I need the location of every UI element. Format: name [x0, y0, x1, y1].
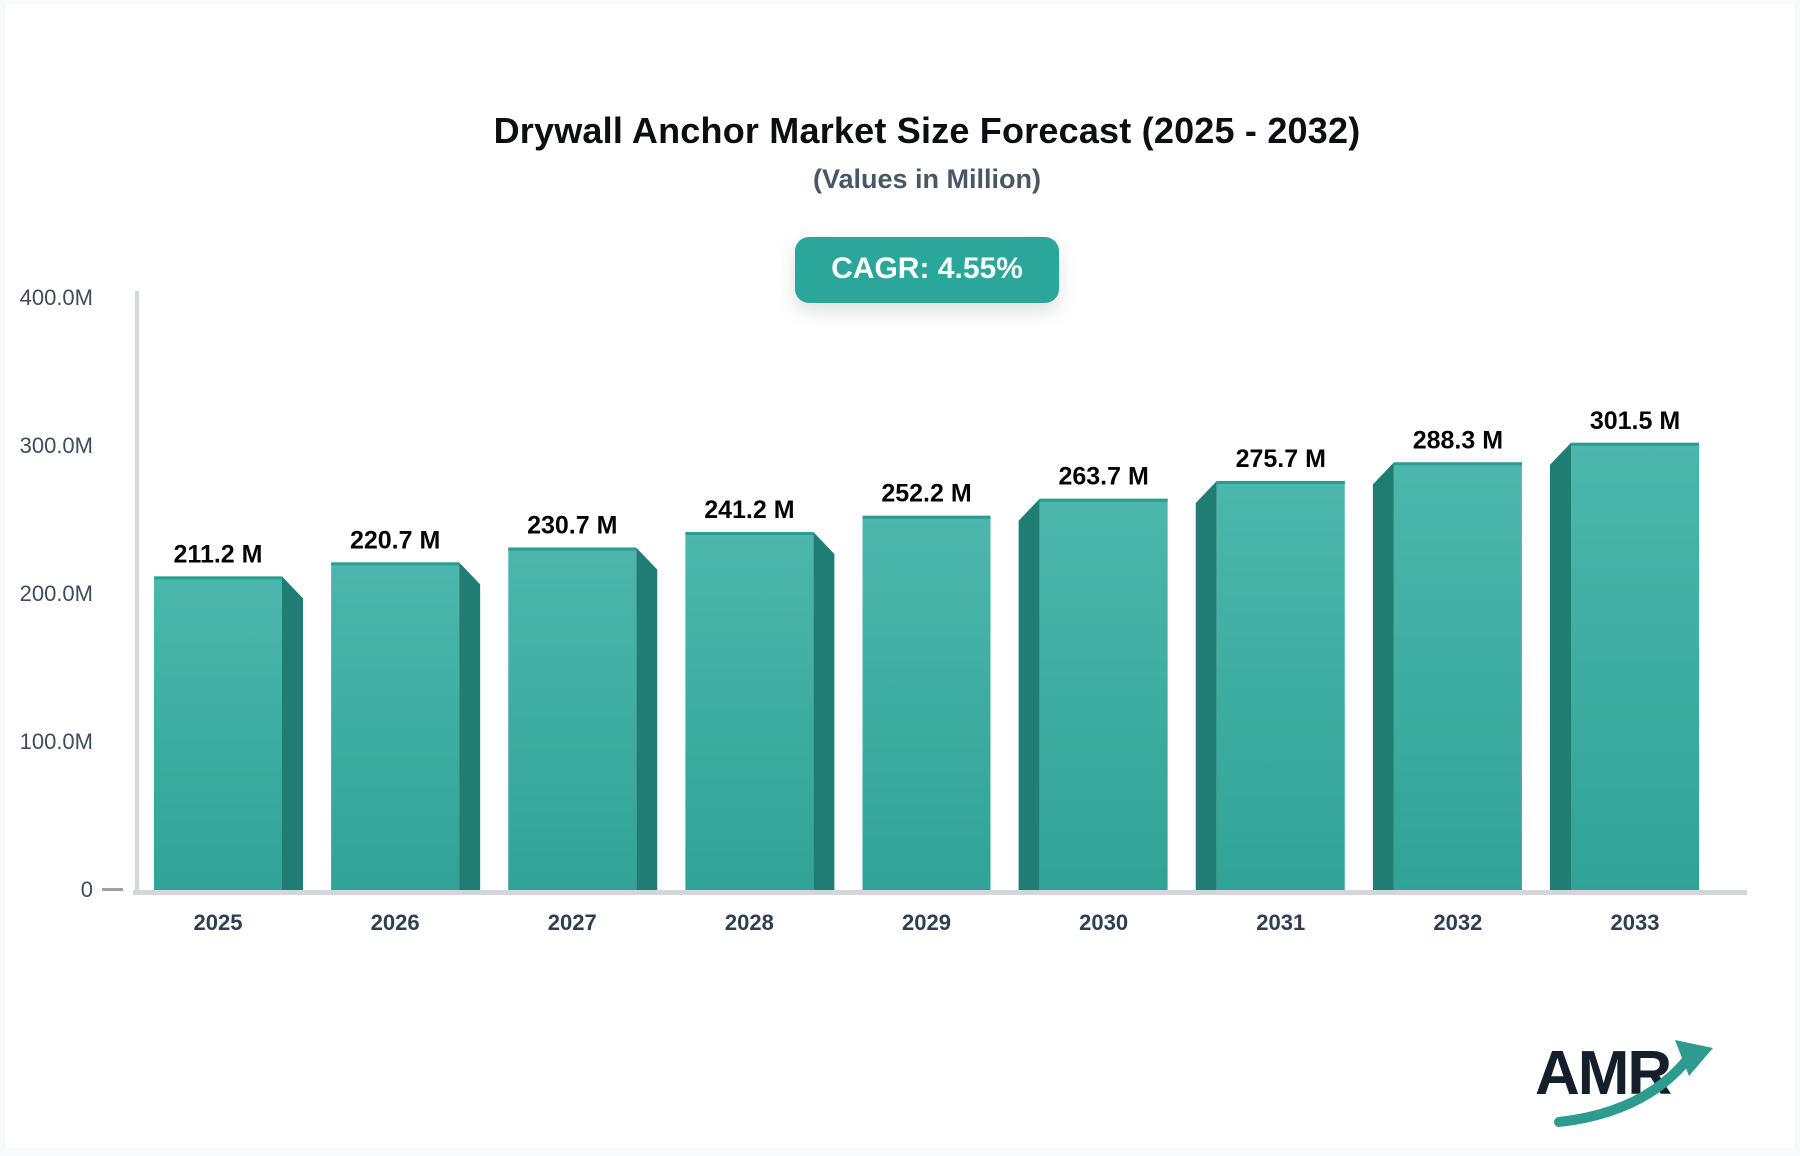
chart-title: Drywall Anchor Market Size Forecast (202…	[493, 110, 1361, 151]
amr-logo: AMR	[1529, 1030, 1749, 1140]
growth-arrow-icon	[1554, 1040, 1713, 1127]
x-axis-label-2030: 2030	[1079, 910, 1128, 935]
bar-value-label: 301.5 M	[1590, 407, 1680, 435]
bar-value-label: 220.7 M	[350, 526, 440, 554]
bar-value-label: 230.7 M	[527, 512, 617, 540]
chart-header: Drywall Anchor Market Size Forecast (202…	[59, 4, 1795, 303]
x-axis-label-2029: 2029	[902, 910, 951, 935]
bar-chart: 211.2 M 2025 220.7 M 2026 230.7 M 2027 241.2 M…	[20, 285, 1747, 935]
bar-value-label: 211.2 M	[174, 540, 263, 568]
bar-2030[interactable]	[1018, 498, 1168, 894]
x-axis-label-2032: 2032	[1433, 910, 1482, 935]
bar-2028[interactable]	[685, 532, 835, 894]
bar-2027[interactable]	[508, 547, 658, 894]
bar-2026[interactable]	[331, 562, 481, 894]
bar-value-label: 275.7 M	[1236, 445, 1326, 473]
bar-value-label: 241.2 M	[704, 496, 794, 524]
bar-2031[interactable]	[1195, 480, 1345, 894]
bar-2033[interactable]	[1550, 442, 1699, 894]
bar-2025[interactable]	[154, 576, 303, 894]
x-axis-label-2027: 2027	[548, 910, 597, 935]
y-axis-label-0: 0	[81, 877, 93, 902]
bar-value-label: 288.3 M	[1413, 426, 1503, 454]
bar-2029[interactable]	[862, 515, 991, 894]
x-axis-line	[133, 890, 1747, 895]
chart-card: Drywall Anchor Market Size Forecast (202…	[5, 4, 1795, 1148]
zero-tick-dash	[102, 888, 123, 891]
x-axis-label-2026: 2026	[371, 910, 420, 935]
x-axis-label-2025: 2025	[194, 910, 243, 935]
y-axis-label-100.0M: 100.0M	[20, 729, 93, 754]
bar-value-label: 263.7 M	[1058, 463, 1148, 491]
x-axis-label-2028: 2028	[725, 910, 774, 935]
bar-2032[interactable]	[1372, 462, 1522, 894]
cagr-badge: CAGR: 4.55%	[795, 237, 1059, 303]
y-axis-line	[135, 291, 139, 895]
bar-value-label: 252.2 M	[881, 480, 971, 508]
x-axis-label-2033: 2033	[1611, 910, 1660, 935]
y-axis-label-400.0M: 400.0M	[20, 285, 93, 310]
chart-subtitle: (Values in Million)	[812, 164, 1042, 194]
y-axis-label-300.0M: 300.0M	[20, 433, 93, 458]
x-axis-label-2031: 2031	[1256, 910, 1305, 935]
y-axis-label-200.0M: 200.0M	[20, 581, 93, 606]
